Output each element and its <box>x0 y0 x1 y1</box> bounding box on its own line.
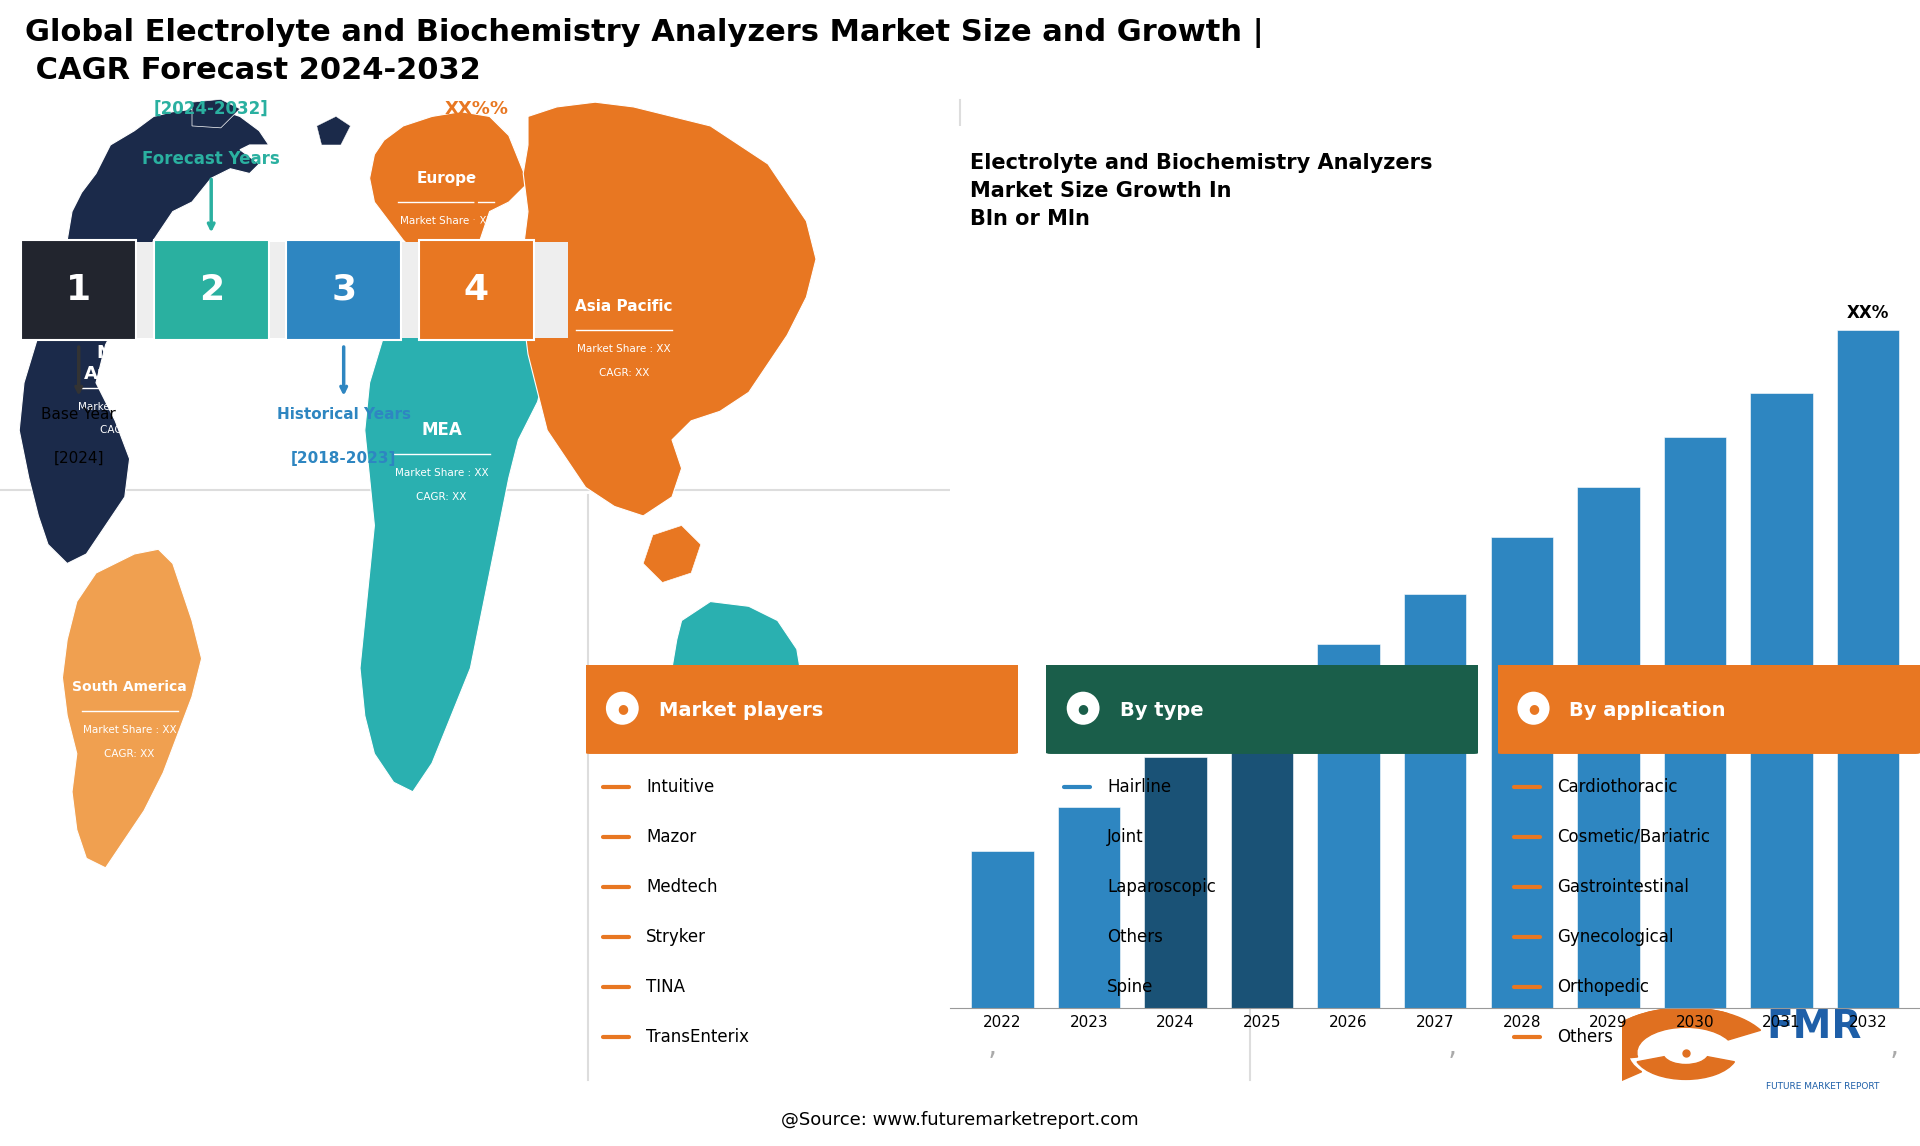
Text: Others: Others <box>1106 928 1164 945</box>
Text: Stryker: Stryker <box>645 928 707 945</box>
Polygon shape <box>369 111 528 268</box>
Text: CAGR: CAGR <box>447 150 505 167</box>
Polygon shape <box>643 525 701 582</box>
Text: 1: 1 <box>65 273 92 307</box>
Text: ●: ● <box>1077 701 1089 715</box>
Text: ’: ’ <box>987 1051 996 1078</box>
Text: ●: ● <box>616 701 628 715</box>
Wedge shape <box>1599 1008 1761 1060</box>
FancyBboxPatch shape <box>27 242 568 338</box>
FancyBboxPatch shape <box>1041 662 1484 754</box>
Polygon shape <box>19 107 269 564</box>
Text: ●: ● <box>1528 701 1540 715</box>
Text: Market players: Market players <box>659 701 824 720</box>
Polygon shape <box>61 549 202 868</box>
Text: By application: By application <box>1569 701 1726 720</box>
Text: Gynecological: Gynecological <box>1557 928 1672 945</box>
Polygon shape <box>192 100 240 128</box>
Text: Spine: Spine <box>1106 978 1154 996</box>
Text: @Source: www.futuremarketreport.com: @Source: www.futuremarketreport.com <box>781 1110 1139 1129</box>
Text: Mazor: Mazor <box>645 827 697 846</box>
Text: Joint: Joint <box>1106 827 1144 846</box>
Text: MEA: MEA <box>420 422 463 439</box>
Text: ’: ’ <box>1448 1051 1457 1078</box>
FancyBboxPatch shape <box>1492 662 1920 754</box>
Text: CAGR: XX: CAGR: XX <box>599 368 649 378</box>
Text: Laparoscopic: Laparoscopic <box>1106 878 1215 896</box>
Text: Market Share : XX: Market Share : XX <box>396 468 488 478</box>
Bar <box>1231 700 1294 1008</box>
Text: Forecast Years: Forecast Years <box>142 150 280 167</box>
Text: Market Share : XX: Market Share : XX <box>83 725 177 735</box>
Circle shape <box>607 692 639 724</box>
Text: Market Share : XX: Market Share : XX <box>79 401 171 411</box>
Text: CAGR: XX: CAGR: XX <box>104 748 156 759</box>
Text: XX%: XX% <box>1154 731 1196 749</box>
Text: Cardiothoracic: Cardiothoracic <box>1557 778 1678 795</box>
Text: Medtech: Medtech <box>645 878 718 896</box>
Bar <box>972 851 1033 1008</box>
Wedge shape <box>1638 1057 1734 1080</box>
Text: North
America: North America <box>84 344 165 383</box>
Bar <box>1490 537 1553 1008</box>
Polygon shape <box>317 117 349 146</box>
Text: Market Share : XX: Market Share : XX <box>399 217 493 226</box>
Bar <box>1665 437 1726 1008</box>
Text: By type: By type <box>1119 701 1204 720</box>
Text: CAGR: XX: CAGR: XX <box>420 240 472 250</box>
FancyBboxPatch shape <box>154 240 269 340</box>
Text: TransEnterix: TransEnterix <box>645 1028 749 1046</box>
Wedge shape <box>1599 1008 1728 1082</box>
Text: XX%%: XX%% <box>444 100 509 118</box>
Text: ’: ’ <box>1889 1051 1899 1078</box>
Text: Europe: Europe <box>417 171 476 186</box>
Polygon shape <box>361 274 547 792</box>
Bar <box>1058 808 1119 1008</box>
Text: 3: 3 <box>330 273 357 307</box>
FancyBboxPatch shape <box>580 662 1023 754</box>
Text: CAGR: XX: CAGR: XX <box>100 425 150 435</box>
Text: Cosmetic/Bariatric: Cosmetic/Bariatric <box>1557 827 1709 846</box>
Text: Asia Pacific: Asia Pacific <box>576 299 672 314</box>
FancyBboxPatch shape <box>286 240 401 340</box>
Bar <box>1317 644 1380 1008</box>
Circle shape <box>1517 692 1549 724</box>
Text: [2024-2032]: [2024-2032] <box>154 100 269 118</box>
Text: Market Share : XX: Market Share : XX <box>578 345 670 354</box>
Polygon shape <box>826 677 845 715</box>
FancyBboxPatch shape <box>419 240 534 340</box>
Bar <box>1576 487 1640 1008</box>
Text: Orthopedic: Orthopedic <box>1557 978 1649 996</box>
Bar <box>1404 594 1467 1008</box>
Bar <box>1751 393 1812 1008</box>
Text: Hairline: Hairline <box>1106 778 1171 795</box>
Text: XX%: XX% <box>1847 304 1889 322</box>
Text: Base Year: Base Year <box>42 407 115 422</box>
Polygon shape <box>518 102 816 516</box>
Text: CAGR: XX: CAGR: XX <box>417 492 467 502</box>
Text: [2018-2023]: [2018-2023] <box>292 450 396 465</box>
Text: Others: Others <box>1557 1028 1613 1046</box>
Text: [2024]: [2024] <box>54 450 104 465</box>
Circle shape <box>1068 692 1100 724</box>
Text: 2: 2 <box>198 273 225 307</box>
Text: Gastrointestinal: Gastrointestinal <box>1557 878 1688 896</box>
Text: Electrolyte and Biochemistry Analyzers
Market Size Growth In
Bln or Mln: Electrolyte and Biochemistry Analyzers M… <box>970 152 1432 228</box>
Text: Global Electrolyte and Biochemistry Analyzers Market Size and Growth |
 CAGR For: Global Electrolyte and Biochemistry Anal… <box>25 18 1263 85</box>
Text: Intuitive: Intuitive <box>645 778 714 795</box>
FancyBboxPatch shape <box>21 240 136 340</box>
Text: FMR: FMR <box>1766 1008 1862 1046</box>
Bar <box>1144 758 1206 1008</box>
Text: Historical Years: Historical Years <box>276 407 411 422</box>
Text: 4: 4 <box>463 273 490 307</box>
Text: FUTURE MARKET REPORT: FUTURE MARKET REPORT <box>1766 1082 1880 1091</box>
Polygon shape <box>672 602 801 735</box>
Text: TINA: TINA <box>645 978 685 996</box>
Text: South America: South America <box>73 680 186 694</box>
Bar <box>1837 330 1899 1008</box>
